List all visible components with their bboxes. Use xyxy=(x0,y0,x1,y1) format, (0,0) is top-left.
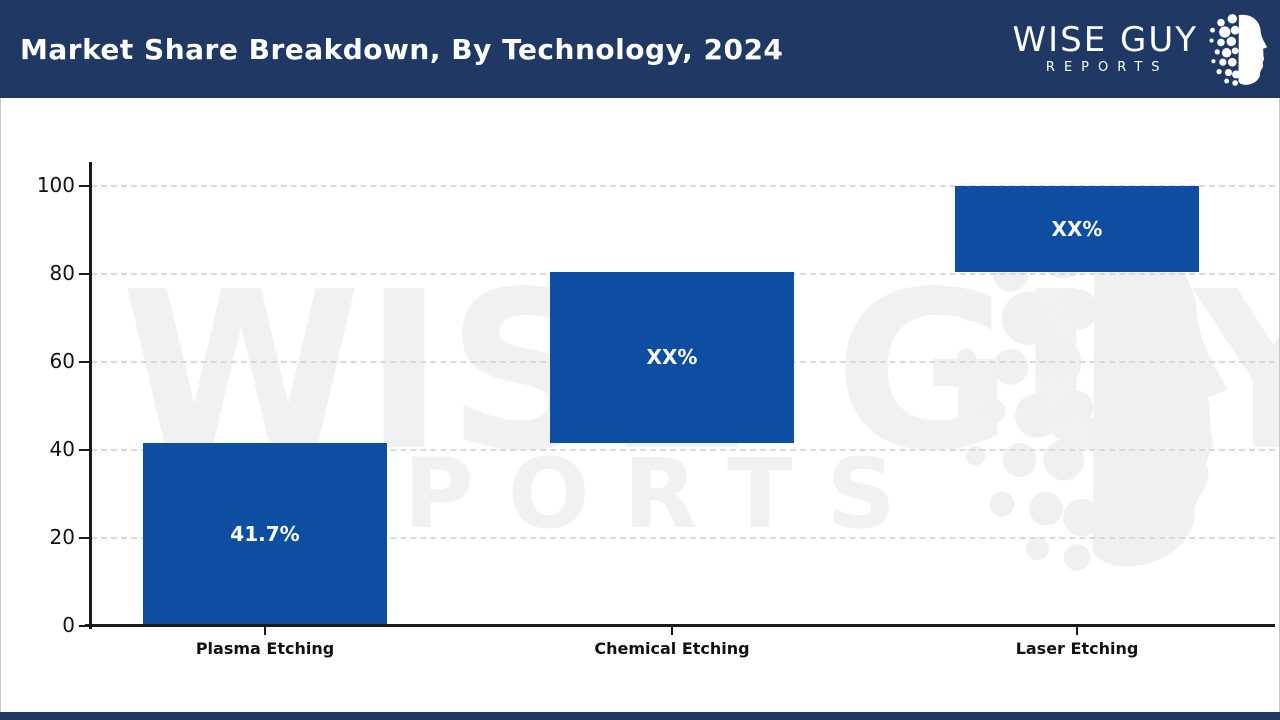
x-axis-line xyxy=(85,624,1275,627)
bar-value-label: 41.7% xyxy=(230,522,300,547)
gridline-40 xyxy=(91,449,1275,451)
page-title: Market Share Breakdown, By Technology, 2… xyxy=(20,32,784,66)
bar-value-label: XX% xyxy=(1051,217,1103,242)
y-axis-tick-label: 100 xyxy=(36,173,75,197)
logo-text: WISE GUY REPORTS xyxy=(1012,22,1198,76)
y-axis-tick-mark xyxy=(79,361,89,363)
header-banner: Market Share Breakdown, By Technology, 2… xyxy=(0,0,1280,98)
y-axis-tick-label: 0 xyxy=(62,613,75,637)
logo-face-icon xyxy=(1209,14,1268,86)
bar-plasma-etching: 41.7% xyxy=(143,442,387,626)
logo-wordmark: WISE GUY xyxy=(1012,20,1198,60)
wise-guy-reports-logo: WISE GUY REPORTS xyxy=(1012,9,1280,89)
y-axis-tick-mark xyxy=(79,185,89,187)
y-axis-tick-label: 80 xyxy=(49,261,75,285)
y-axis-tick-mark xyxy=(79,537,89,539)
x-axis-tick-mark xyxy=(1076,627,1078,635)
x-axis-category-label: Laser Etching xyxy=(1015,639,1139,658)
y-axis-tick-label: 40 xyxy=(49,437,75,461)
y-axis-tick-mark xyxy=(79,625,89,627)
chart-area: WISE GUY REPORTS 02040608010041.7%XX%XX%… xyxy=(0,98,1280,712)
x-axis-category-label: Chemical Etching xyxy=(594,639,750,658)
x-axis-tick-mark xyxy=(671,627,673,635)
x-axis-tick-mark xyxy=(264,627,266,635)
y-axis-tick-mark xyxy=(79,449,89,451)
bar-laser-etching: XX% xyxy=(955,186,1199,273)
gridline-20 xyxy=(91,537,1275,539)
y-axis-line xyxy=(89,162,92,629)
y-axis-tick-label: 60 xyxy=(49,349,75,373)
bar-chemical-etching: XX% xyxy=(550,272,794,443)
x-axis-category-label: Plasma Etching xyxy=(195,639,335,658)
y-axis-tick-label: 20 xyxy=(49,525,75,549)
y-axis-tick-mark xyxy=(79,273,89,275)
footer-accent-bar xyxy=(0,712,1280,720)
gridline-100 xyxy=(91,185,1275,187)
bar-value-label: XX% xyxy=(646,345,698,370)
logo-subtitle: REPORTS xyxy=(1045,60,1169,75)
